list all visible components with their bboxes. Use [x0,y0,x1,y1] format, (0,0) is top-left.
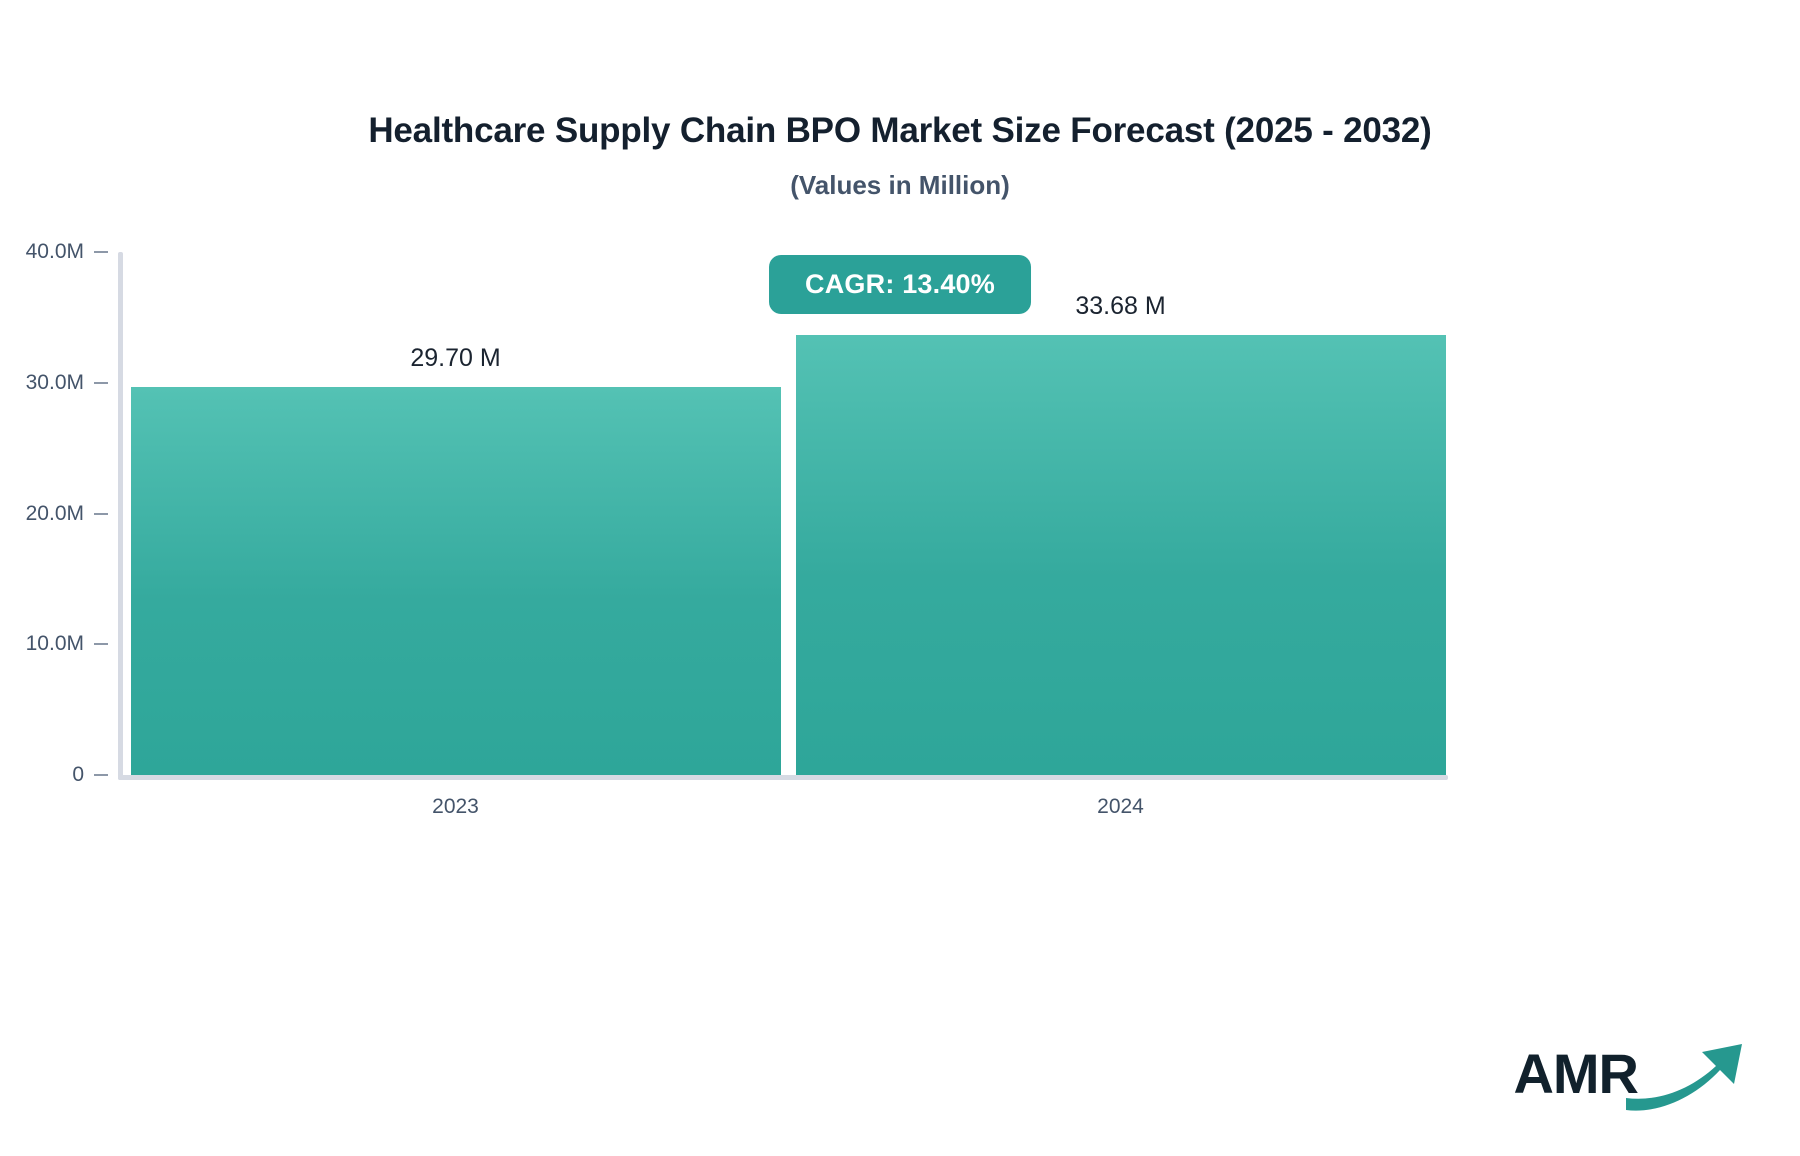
bar-2023[interactable] [130,386,781,775]
y-axis-tick-label: 20.0M [25,501,84,525]
y-axis-tick-mark [94,512,108,515]
bar-value-label: 33.68 M [1075,291,1166,320]
y-axis-tick-label: 0 [72,763,84,786]
bar-group[interactable]: 33.68 M [795,252,1446,775]
y-axis-tick-mark [94,774,108,776]
cagr-badge: CAGR: 13.40% [769,255,1031,314]
y-axis-tick-label: 40.0M [25,240,84,263]
x-axis-tick-label: 2023 [432,795,479,818]
logo-text: AMR [1513,1042,1639,1105]
chart-subtitle: (Values in Million) [790,169,1010,200]
bar-group[interactable]: 29.70 M [130,252,781,775]
x-axis-line [118,775,1448,780]
bar-series: 29.70 M 33.68 M [123,252,1453,775]
growth-arrow-icon [1624,1040,1752,1119]
y-axis-tick-label: 30.0M [25,370,84,394]
chart-header: Healthcare Supply Chain BPO Market Size … [0,111,1800,200]
y-axis-tick-mark [94,251,108,253]
bar-2024[interactable] [795,334,1446,775]
y-axis-line [118,252,123,780]
y-axis: 40.0M 30.0M 20.0M 10.0M 0 [0,240,118,786]
page-title: Healthcare Supply Chain BPO Market Size … [368,111,1432,150]
y-axis-tick-label: 10.0M [25,632,84,656]
amr-logo: AMR [1513,1038,1752,1111]
y-axis-tick-mark [94,381,108,384]
bar-value-label: 29.70 M [410,343,501,372]
x-axis-tick-label: 2024 [1097,795,1144,818]
y-axis-tick-mark [94,643,108,646]
